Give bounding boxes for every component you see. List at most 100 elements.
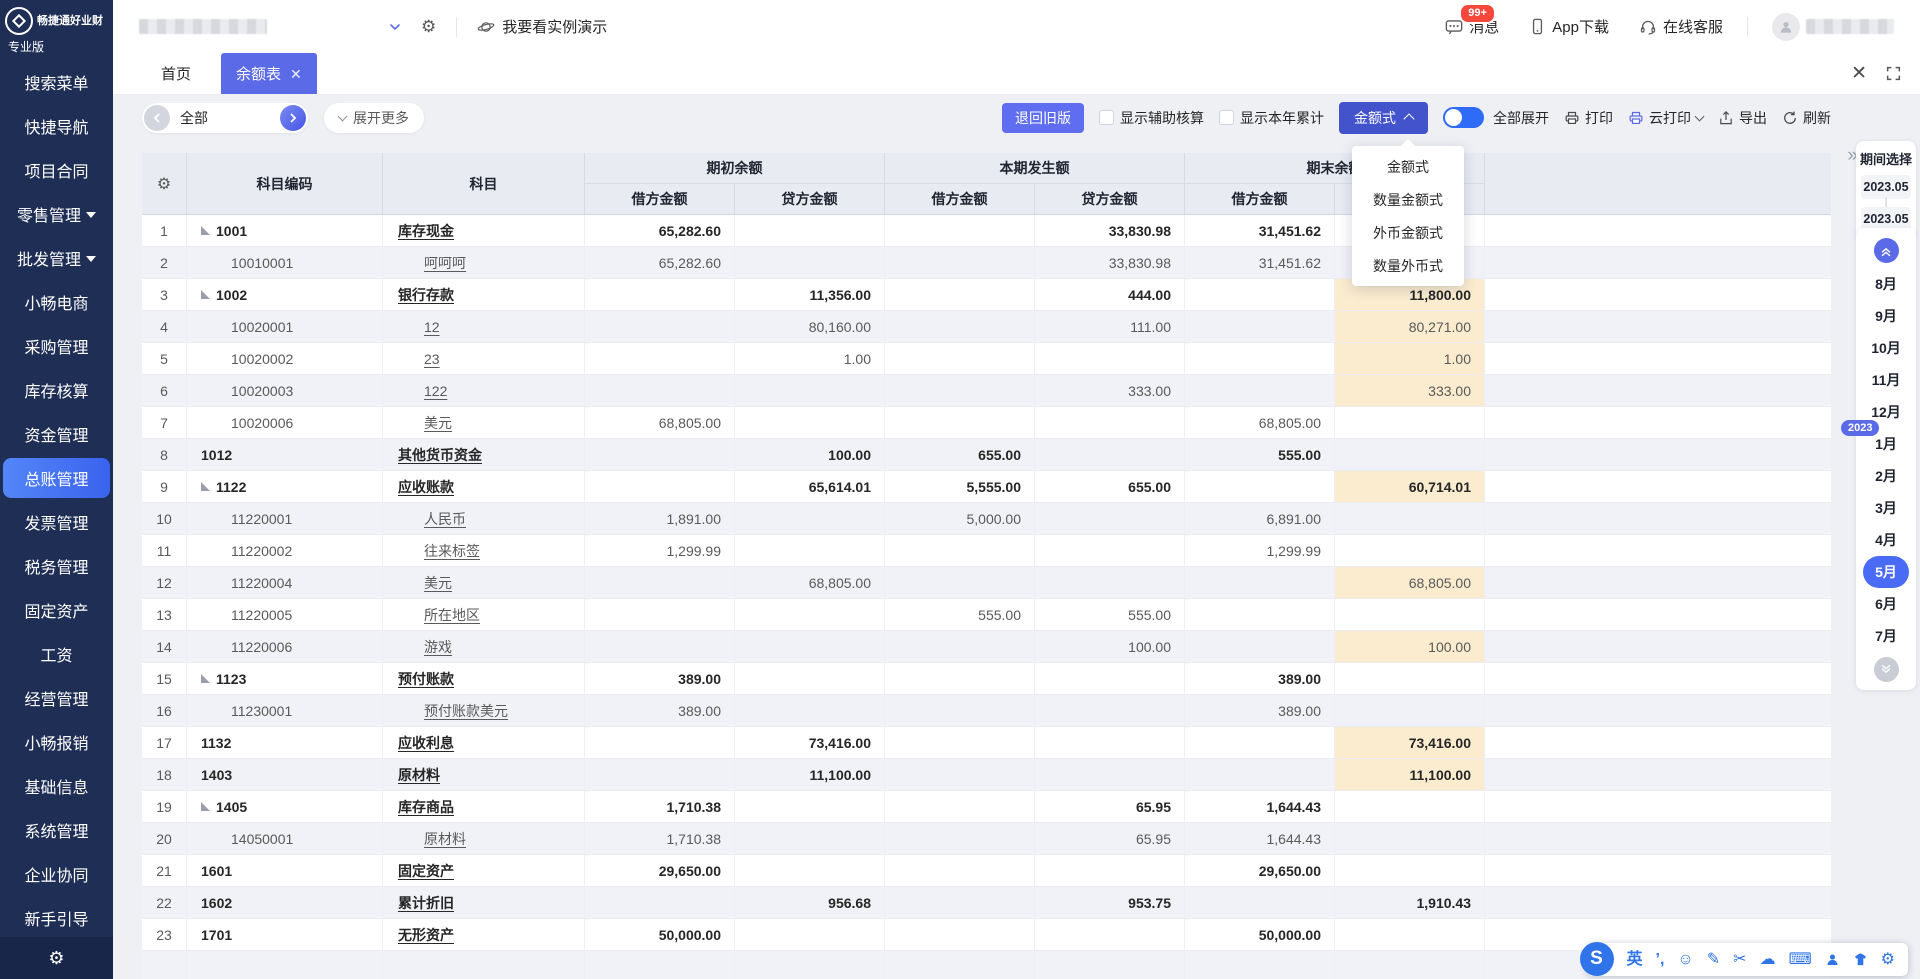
month-item[interactable]: 3月: [1875, 500, 1897, 516]
collapse-triangle-icon[interactable]: [201, 802, 210, 811]
sogou-logo-icon[interactable]: S: [1579, 941, 1614, 976]
month-item[interactable]: 9月: [1875, 308, 1897, 324]
menu-item[interactable]: 外币金额式: [1373, 224, 1443, 241]
account-name-link[interactable]: 累计折旧: [398, 894, 454, 911]
sidebar-item[interactable]: 采购管理: [0, 324, 113, 368]
company-name-redacted[interactable]: [139, 19, 267, 34]
account-name-link[interactable]: 银行存款: [398, 286, 454, 303]
month-item[interactable]: 12月: [1871, 404, 1901, 420]
table-row[interactable]: 15 1123 预付账款 389.00 389.00: [142, 663, 1831, 695]
table-row[interactable]: 12 11220004 美元 68,805.00 68,805.00: [142, 567, 1831, 599]
collapse-triangle-icon[interactable]: [201, 482, 210, 491]
account-name-link[interactable]: 美元: [424, 574, 452, 591]
punctuation-button[interactable]: ’,: [1655, 950, 1665, 968]
sidebar-item[interactable]: 总账管理: [3, 458, 110, 498]
menu-item[interactable]: 数量外币式: [1373, 257, 1443, 274]
table-row[interactable]: 13 11220005 所在地区 555.00 555.00: [142, 599, 1831, 631]
sidebar-settings-button[interactable]: ⚙: [0, 937, 113, 979]
account-name-link[interactable]: 原材料: [398, 766, 440, 783]
table-row[interactable]: 14 11220006 游戏 100.00 100.00: [142, 631, 1831, 663]
table-row[interactable]: 23 1701 无形资产 50,000.00 50,000.00: [142, 919, 1831, 951]
account-name-link[interactable]: 库存商品: [398, 798, 454, 815]
account-name-link[interactable]: 其他货币资金: [398, 446, 482, 463]
online-service-button[interactable]: 在线客服: [1639, 16, 1723, 37]
table-row[interactable]: 17 1132 应收利息 73,416.00 73,416.00: [142, 727, 1831, 759]
account-name-link[interactable]: 库存现金: [398, 222, 454, 239]
pencil-icon[interactable]: ✎: [1706, 950, 1721, 968]
table-row[interactable]: 7 10020006 美元 68,805.00 68,805.00: [142, 407, 1831, 439]
collapse-triangle-icon[interactable]: [201, 226, 210, 235]
sidebar-item[interactable]: 基础信息: [0, 764, 113, 808]
menu-item[interactable]: 数量金额式: [1373, 191, 1443, 208]
sidebar-item[interactable]: 新手引导: [0, 896, 113, 940]
table-row[interactable]: 19 1405 库存商品 1,710.38 65.95 1,644.43: [142, 791, 1831, 823]
table-row[interactable]: 21 1601 固定资产 29,650.00 29,650.00: [142, 855, 1831, 887]
sidebar-item[interactable]: 资金管理: [0, 412, 113, 456]
collapse-triangle-icon[interactable]: [201, 674, 210, 683]
account-name-link[interactable]: 人民币: [424, 510, 466, 527]
table-row[interactable]: 3 1002 银行存款 11,356.00 444.00 11,800.00: [142, 279, 1831, 311]
menu-item[interactable]: 金额式: [1387, 158, 1429, 175]
account-name-link[interactable]: 固定资产: [398, 862, 454, 879]
tab-balance-sheet[interactable]: 余额表 ✕: [221, 53, 317, 94]
table-row[interactable]: 6 10020003 122 333.00 333.00: [142, 375, 1831, 407]
table-row[interactable]: 5 10020002 23 1.00 1.00: [142, 343, 1831, 375]
account-name-link[interactable]: 无形资产: [398, 926, 454, 943]
close-tab-icon[interactable]: ✕: [290, 65, 302, 82]
chevron-down-icon[interactable]: [387, 19, 403, 35]
table-row[interactable]: 4 10020001 12 80,160.00 111.00 80,271.00: [142, 311, 1831, 343]
cloud-print-button[interactable]: 云打印: [1628, 108, 1705, 128]
account-name-link[interactable]: 23: [424, 350, 440, 367]
amount-style-button[interactable]: 金额式: [1339, 101, 1428, 134]
table-row[interactable]: 10 11220001 人民币 1,891.00 5,000.00 6,891.00: [142, 503, 1831, 535]
table-row[interactable]: 8 1012 其他货币资金 100.00 655.00 555.00: [142, 439, 1831, 471]
chevron-right-icon[interactable]: [280, 104, 306, 131]
scissors-icon[interactable]: ✂: [1733, 950, 1747, 968]
table-row[interactable]: 1 1001 库存现金 65,282.60 33,830.98 31,451.62: [142, 215, 1831, 247]
chevron-left-icon[interactable]: [144, 104, 170, 131]
refresh-button[interactable]: 刷新: [1782, 108, 1831, 128]
tab-home[interactable]: 首页: [161, 66, 192, 83]
sidebar-item[interactable]: 经营管理: [0, 676, 113, 720]
month-item[interactable]: 10月: [1871, 340, 1901, 356]
language-mode-button[interactable]: 英: [1626, 950, 1643, 968]
table-row[interactable]: 18 1403 原材料 11,100.00 11,100.00: [142, 759, 1831, 791]
sidebar-item[interactable]: 企业协同: [0, 852, 113, 896]
sidebar-item[interactable]: 搜索菜单: [0, 60, 113, 104]
collapse-panel-icon[interactable]: »: [1847, 145, 1858, 166]
month-item[interactable]: 11月: [1871, 372, 1901, 388]
sidebar-item[interactable]: 小畅电商: [0, 280, 113, 324]
sidebar-item[interactable]: 系统管理: [0, 808, 113, 852]
skin-shirt-icon[interactable]: [1853, 952, 1868, 967]
account-name-link[interactable]: 应收账款: [398, 478, 454, 495]
account-name-link[interactable]: 呵呵呵: [424, 254, 466, 271]
sidebar-item[interactable]: 工资: [0, 632, 113, 676]
table-row[interactable]: 2 10010001 呵呵呵 65,282.60 33,830.98 31,451.62: [142, 247, 1831, 279]
table-row[interactable]: 11 11220002 往来标签 1,299.99 1,299.99: [142, 535, 1831, 567]
checkbox-icon[interactable]: [1219, 110, 1234, 125]
sidebar-item[interactable]: 小畅报销: [0, 720, 113, 764]
checkbox-icon[interactable]: [1099, 110, 1114, 125]
sidebar-item[interactable]: 税务管理: [0, 544, 113, 588]
account-name-link[interactable]: 122: [424, 382, 448, 399]
table-row[interactable]: 16 11230001 预付账款美元 389.00 389.00: [142, 695, 1831, 727]
account-name-link[interactable]: 美元: [424, 414, 452, 431]
app-download-button[interactable]: App下载: [1529, 16, 1609, 37]
period-to[interactable]: 2023.05: [1861, 207, 1911, 231]
month-item[interactable]: 8月: [1875, 276, 1897, 292]
table-row[interactable]: 20 14050001 原材料 1,710.38 65.95 1,644.43: [142, 823, 1831, 855]
scroll-down-icon[interactable]: [1873, 657, 1899, 682]
account-name-link[interactable]: 所在地区: [424, 606, 480, 623]
print-button[interactable]: 打印: [1564, 108, 1613, 128]
month-item[interactable]: 5月: [1863, 556, 1909, 588]
account-name-link[interactable]: 12: [424, 318, 440, 335]
account-name-link[interactable]: 应收利息: [398, 734, 454, 751]
account-name-link[interactable]: 原材料: [424, 830, 466, 847]
emoji-icon[interactable]: ☺: [1677, 950, 1694, 968]
sidebar-item[interactable]: 快捷导航: [0, 104, 113, 148]
month-item[interactable]: 7月: [1875, 628, 1897, 644]
expand-all-toggle[interactable]: [1443, 107, 1484, 128]
user-account[interactable]: [1772, 12, 1894, 41]
sidebar-item[interactable]: 库存核算: [0, 368, 113, 412]
sidebar-item[interactable]: 发票管理: [0, 500, 113, 544]
